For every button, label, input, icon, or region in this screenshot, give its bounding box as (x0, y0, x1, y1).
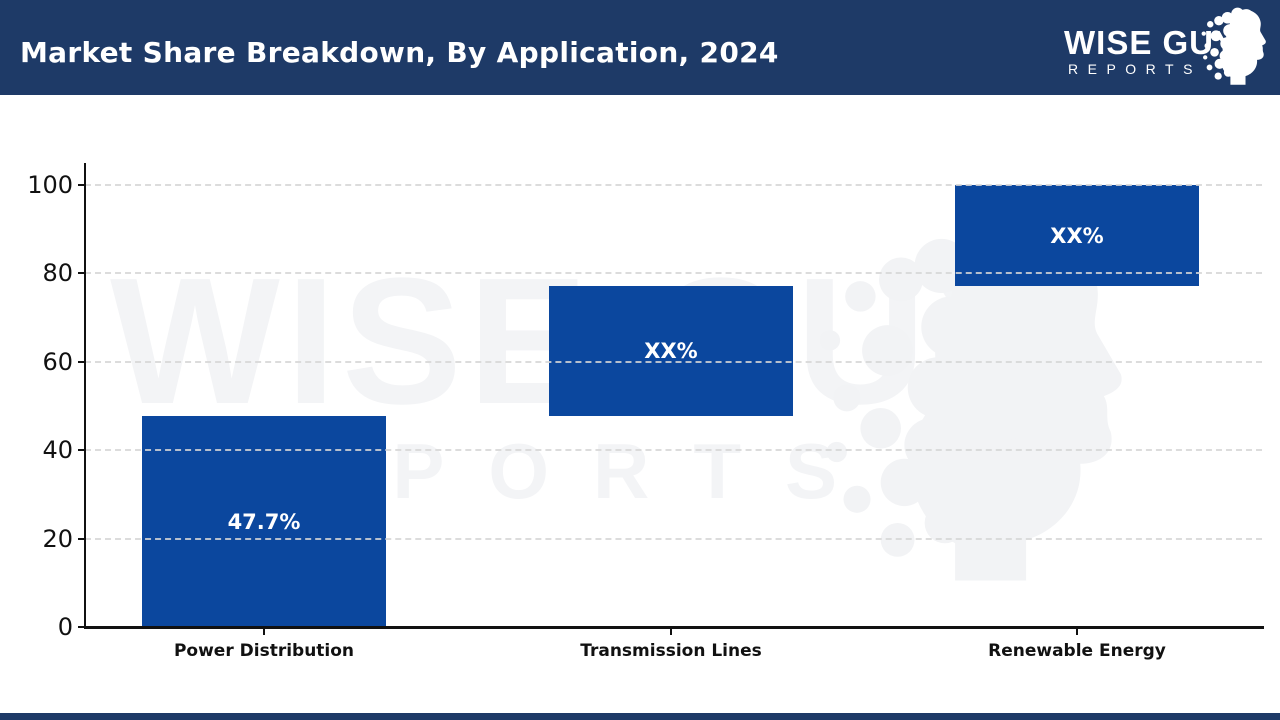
x-category-label: Renewable Energy (988, 641, 1166, 661)
chart-title: Market Share Breakdown, By Application, … (20, 36, 779, 69)
y-tick-mark (78, 537, 85, 540)
y-tick-mark (78, 360, 85, 363)
y-tick-mark (78, 184, 85, 186)
bar-value-label: XX% (644, 339, 698, 364)
logo-wordmark: WISE GUY (1064, 24, 1238, 61)
x-tick-mark (670, 627, 672, 635)
gridline-y100 (85, 184, 1262, 186)
y-tick-label: 100 (27, 171, 73, 199)
y-tick-mark (78, 272, 85, 275)
x-tick-mark (1076, 627, 1078, 635)
y-axis-line (84, 163, 86, 629)
x-axis-line (84, 626, 1264, 629)
logo-subtext: REPORTS (1068, 61, 1202, 77)
y-tick-label: 40 (42, 436, 73, 465)
y-tick-label: 20 (42, 524, 73, 553)
gridline-y40 (85, 449, 1262, 452)
gridline-y20 (85, 537, 1262, 540)
y-tick-mark (78, 449, 85, 452)
x-category-label: Power Distribution (173, 641, 355, 661)
y-tick-label: 60 (42, 347, 73, 376)
bar-value-label: XX% (1050, 223, 1104, 248)
gridline-y80 (85, 272, 1262, 275)
y-tick-label: 80 (42, 259, 73, 288)
header-bar: Market Share Breakdown, By Application, … (0, 0, 1280, 95)
x-category-label: Transmission Lines (580, 641, 762, 661)
y-tick-label: 0 (57, 613, 73, 641)
footer-bar (0, 713, 1280, 720)
bar-renewable-energy: XX% (955, 185, 1199, 287)
bar-transmission-lines: XX% (549, 286, 793, 417)
wiseguy-logo: WISE GUY REPORTS (1022, 0, 1272, 95)
gridline-y60 (85, 360, 1262, 363)
x-tick-mark (263, 627, 265, 635)
y-tick-mark (78, 626, 85, 628)
bar-value-label: 47.7% (227, 509, 301, 534)
bar-power-distribution: 47.7% (142, 416, 386, 627)
logo-head-icon (1201, 7, 1266, 85)
